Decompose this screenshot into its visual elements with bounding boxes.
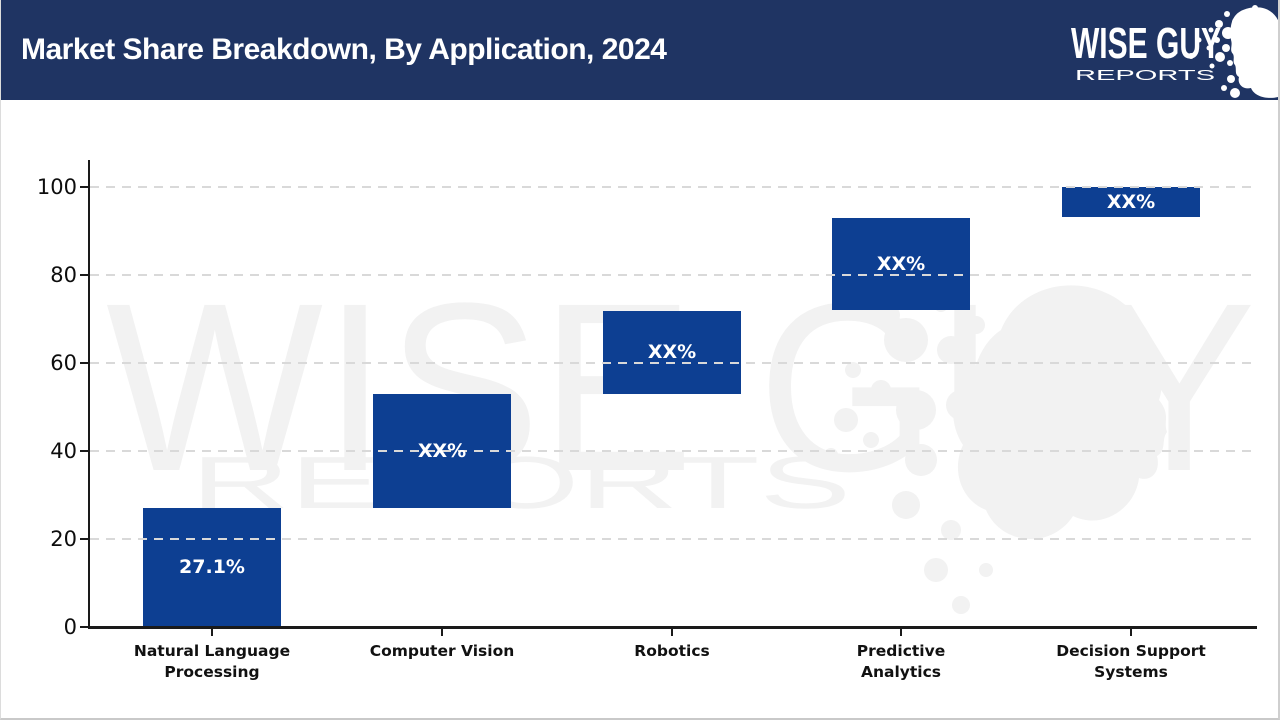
bar-label: 27.1%: [179, 556, 245, 579]
logo-reports-label: REPORTS: [1075, 67, 1215, 84]
bar-label: XX%: [417, 439, 467, 462]
gridline: [90, 274, 1253, 276]
wiseguy-logo: WISE GUY REPORTS: [1071, 5, 1278, 98]
x-tick-mark: [671, 629, 673, 636]
y-tick-label: 60: [50, 351, 77, 375]
y-tick-label: 0: [63, 615, 77, 639]
logo: WISE GUY REPORTS: [1031, 0, 1278, 100]
x-tick-mark: [1130, 629, 1132, 636]
y-tick-mark: [80, 362, 88, 364]
y-tick-label: 40: [50, 439, 77, 463]
x-tick-mark: [441, 629, 443, 636]
logo-wordmark: WISE GUY: [1071, 19, 1221, 68]
bar: [1062, 187, 1200, 217]
x-tick-mark: [211, 629, 213, 636]
y-axis-line: [88, 160, 90, 627]
y-tick-mark: [80, 626, 88, 628]
x-axis-line: [88, 626, 1257, 629]
y-tick-mark: [80, 274, 88, 276]
x-category-label: Predictive Analytics: [856, 642, 946, 681]
y-tick-label: 100: [36, 175, 77, 199]
chart-area: WISE GUY REPORTS 0 20 40 60 80 100 27.1% Natura…: [1, 100, 1278, 718]
y-tick-label: 20: [50, 527, 77, 551]
x-category-label: Natural Language Processing: [133, 642, 291, 681]
gridline: [90, 538, 1253, 540]
x-tick-mark: [900, 629, 902, 636]
bar: [832, 217, 970, 311]
y-tick-mark: [80, 186, 88, 188]
bar-label: XX%: [1106, 190, 1156, 213]
x-category-label: Robotics: [634, 642, 710, 660]
x-category-label: Decision Support Systems: [1056, 642, 1206, 681]
bar: [603, 311, 741, 394]
bar-label: XX%: [876, 253, 926, 275]
x-category-label: Computer Vision: [369, 642, 515, 660]
bar: [143, 507, 281, 627]
header: Market Share Breakdown, By Application, …: [1, 0, 1278, 100]
y-tick-mark: [80, 450, 88, 452]
y-tick-mark: [80, 538, 88, 540]
gridline: [90, 362, 1253, 364]
bar-label: XX%: [647, 341, 697, 364]
page-title: Market Share Breakdown, By Application, …: [21, 33, 667, 66]
gridline: [90, 450, 1253, 452]
gridline: [90, 186, 1253, 188]
y-tick-label: 80: [50, 263, 77, 287]
wiseguy-head-icon: [1188, 5, 1278, 98]
watermark-reports-label: REPORTS: [191, 441, 851, 524]
